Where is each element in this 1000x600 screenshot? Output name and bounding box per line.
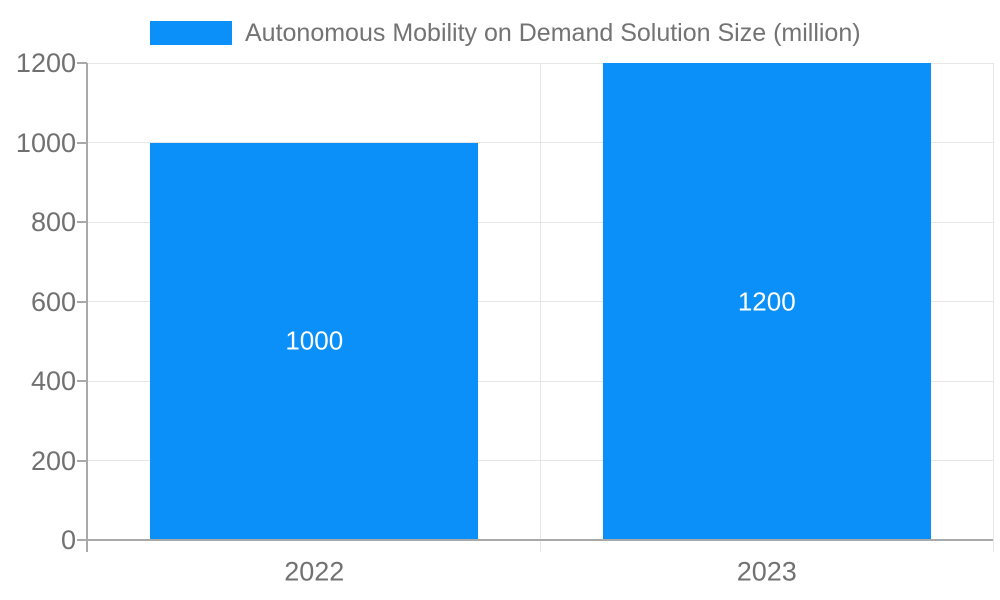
- y-axis-tick: [77, 380, 87, 382]
- bar-2023[interactable]: [602, 63, 931, 540]
- y-axis-tick: [77, 539, 87, 541]
- y-axis-tick: [77, 300, 87, 303]
- y-axis-tick-label: 1200: [15, 48, 76, 78]
- bar-value-label-2023: 1200: [737, 286, 796, 316]
- x-axis-label-2023: 2023: [736, 556, 797, 587]
- y-axis-tick: [77, 141, 87, 144]
- legend-label: Autonomous Mobility on Demand Solution S…: [245, 19, 861, 47]
- y-axis-tick-label: 600: [30, 286, 76, 317]
- y-axis-tick: [77, 459, 87, 462]
- x-axis-label-2022: 2022: [284, 556, 345, 587]
- y-axis-tick-label: 400: [30, 366, 76, 396]
- y-axis-tick: [77, 62, 87, 64]
- bar-2022[interactable]: [150, 142, 479, 540]
- x-gridline: [992, 63, 994, 552]
- y-axis-line: [86, 63, 88, 552]
- x-gridline: [540, 63, 541, 552]
- y-axis-tick-label: 200: [30, 445, 76, 476]
- legend-swatch-icon: [150, 21, 232, 45]
- y-axis-tick-label: 1000: [15, 127, 76, 158]
- bar-value-label-2022: 1000: [285, 325, 344, 356]
- x-axis-line: [86, 539, 993, 541]
- y-axis-tick-label: 800: [30, 207, 76, 237]
- y-axis-tick: [77, 221, 87, 223]
- chart-legend[interactable]: Autonomous Mobility on Demand Solution S…: [150, 19, 861, 47]
- y-axis-tick-label: 0: [60, 525, 76, 555]
